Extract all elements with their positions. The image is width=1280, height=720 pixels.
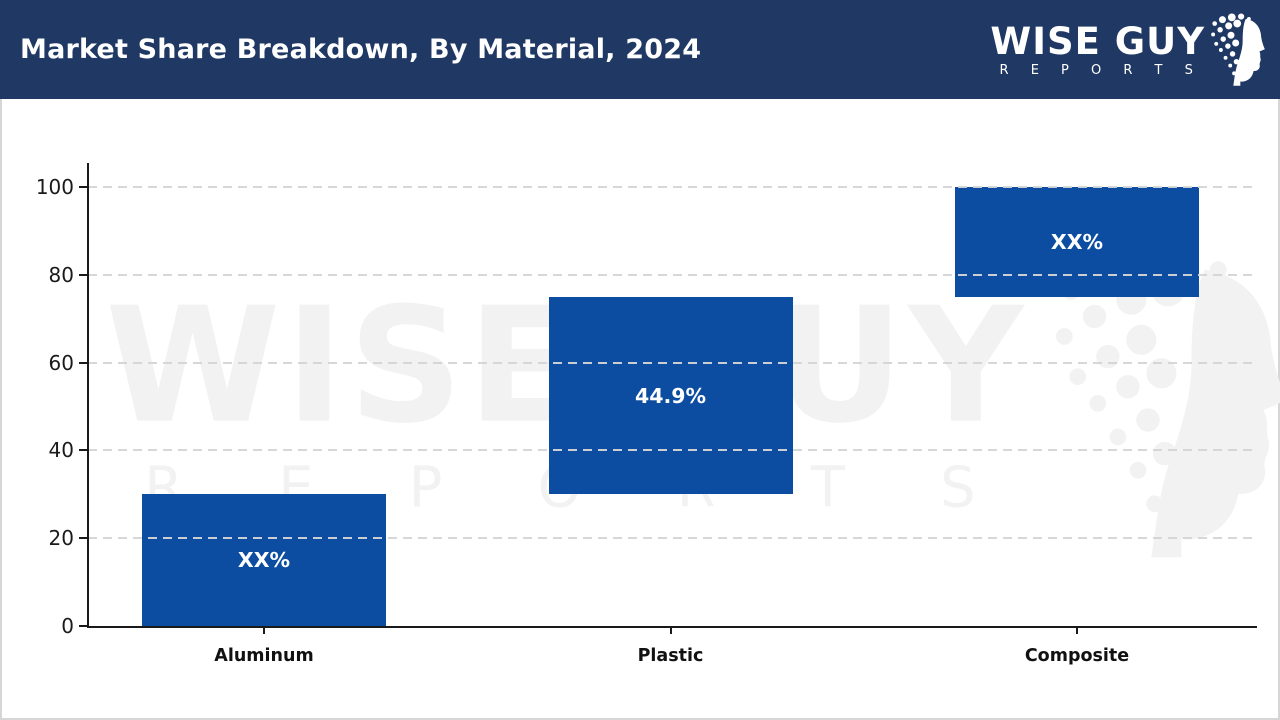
y-tick-label-40: 40 [48,438,74,463]
y-tick-label-0: 0 [61,614,74,638]
x-category-label-aluminum: Aluminum [214,646,314,666]
wiseguy-face-icon [1211,12,1265,86]
y-tick-mark-0 [79,625,88,627]
x-tick-mark-plastic [669,628,672,634]
logo-subtext: R E P O R T S [999,62,1202,78]
y-tick-mark-100 [79,186,88,188]
y-tick-mark-80 [79,273,88,276]
y-tick-label-100: 100 [35,175,74,199]
gridline-100 [88,186,1256,188]
bar-plastic [548,296,793,495]
gridline-20 [88,537,1256,540]
gridline-80 [88,273,1256,276]
y-tick-mark-20 [79,537,88,540]
bar-value-label-aluminum: XX% [237,548,291,573]
bar-value-label-plastic: 44.9% [634,383,707,408]
logo-wordmark: WISE GUY [990,19,1205,63]
logo-text-block: WISE GUY R E P O R T S [990,23,1205,77]
x-tick-mark-composite [1076,628,1078,634]
y-tick-label-80: 80 [48,262,74,287]
gridline-40 [88,449,1256,452]
y-tick-mark-40 [79,449,88,452]
y-tick-label-60: 60 [48,350,74,375]
bar-aluminum [142,494,386,626]
chart-header: Market Share Breakdown, By Material, 202… [0,0,1280,99]
bar-composite [955,187,1199,297]
bar-value-label-composite: XX% [1050,229,1104,254]
x-category-label-plastic: Plastic [637,646,704,666]
y-tick-label-20: 20 [48,526,74,551]
x-category-label-composite: Composite [1024,646,1130,666]
x-tick-mark-aluminum [263,628,265,634]
x-axis-spine [87,626,1257,628]
wiseguy-logo: WISE GUY R E P O R T S [990,12,1266,88]
y-tick-mark-60 [79,361,88,364]
y-axis-spine [87,163,89,628]
gridline-60 [88,361,1256,364]
page-title: Market Share Breakdown, By Material, 202… [20,34,702,65]
